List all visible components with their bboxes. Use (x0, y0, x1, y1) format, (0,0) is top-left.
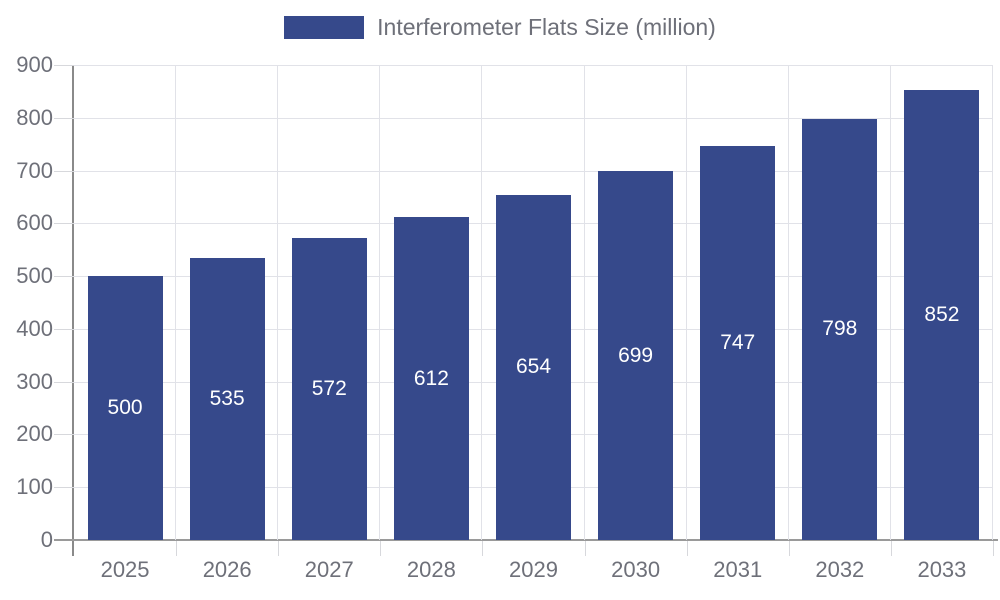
bar-value-label: 654 (515, 355, 552, 379)
x-axis-label: 2030 (611, 557, 661, 582)
y-axis-label: 900 (16, 52, 53, 77)
x-axis-tick (993, 541, 994, 556)
x-axis-label: 2032 (815, 557, 865, 582)
y-axis-tick (54, 487, 74, 489)
y-axis-label: 800 (16, 104, 53, 130)
bar-2028[interactable]: 612 (393, 217, 469, 540)
bar-value-label: 612 (413, 366, 449, 390)
x-axis-tick (687, 541, 688, 556)
bar-value-label: 535 (209, 386, 245, 410)
bar-2031[interactable]: 747 (700, 145, 776, 540)
bar-value-label: 572 (311, 377, 347, 401)
y-axis-label: 300 (16, 368, 53, 394)
gridline-vertical (788, 65, 789, 540)
y-axis-tick (54, 117, 74, 119)
x-axis-label: 2028 (406, 557, 456, 582)
legend-swatch-icon (284, 16, 365, 39)
y-axis-tick (54, 223, 74, 225)
y-axis-label: 0 (40, 527, 53, 552)
x-axis-tick (585, 541, 586, 556)
bar-2033[interactable]: 852 (904, 90, 980, 540)
y-axis-tick (54, 381, 74, 383)
gridline-horizontal (74, 65, 993, 66)
gridline-vertical (379, 65, 380, 540)
bar-2030[interactable]: 699 (598, 171, 674, 540)
legend: Interferometer Flats Size (million) (0, 16, 1000, 39)
y-axis-label: 500 (16, 263, 53, 289)
bar-value-label: 798 (822, 317, 858, 341)
bar-value-label: 852 (924, 303, 960, 327)
y-axis-tick (54, 539, 74, 541)
y-axis-tick (54, 276, 74, 278)
y-axis-tick (54, 65, 74, 66)
x-axis-tick (278, 541, 279, 556)
bar-value-label: 747 (720, 330, 756, 354)
y-axis-label: 400 (16, 315, 53, 341)
bar-value-label: 699 (618, 343, 654, 367)
x-axis-label: 2033 (917, 557, 967, 582)
bar-2027[interactable]: 572 (291, 238, 367, 540)
bar-value-label: 500 (107, 396, 143, 420)
x-axis-label: 2031 (713, 557, 763, 582)
y-axis-tick (54, 434, 74, 436)
x-axis-label: 2026 (202, 557, 252, 582)
gridline-horizontal (74, 170, 993, 172)
y-axis-label: 700 (16, 157, 53, 183)
gridline-vertical (481, 65, 482, 540)
x-axis-tick (176, 541, 177, 556)
bar-2026[interactable]: 535 (189, 257, 265, 540)
gridline-vertical (175, 65, 176, 540)
x-axis-tick (380, 541, 381, 556)
x-axis-label: 2029 (509, 557, 558, 582)
y-axis-label: 100 (16, 474, 53, 500)
x-axis-line (72, 539, 998, 541)
gridline-horizontal (74, 117, 993, 119)
gridline-vertical (890, 65, 891, 540)
x-axis-tick (789, 541, 790, 556)
legend-item[interactable]: Interferometer Flats Size (million) (284, 16, 716, 39)
y-axis-label: 200 (16, 421, 53, 447)
legend-label: Interferometer Flats Size (million) (377, 14, 716, 40)
y-axis-tick (54, 328, 74, 330)
bar-2025[interactable]: 500 (87, 276, 163, 540)
gridline-vertical (584, 65, 585, 540)
x-axis-label: 2025 (100, 557, 150, 582)
y-axis-label: 600 (16, 210, 53, 236)
plot-area: 500 535 572 612 654 699 747 798 852 (74, 65, 993, 540)
y-axis-line (72, 65, 74, 556)
x-axis-label: 2027 (304, 557, 354, 582)
x-axis-tick (891, 541, 892, 556)
gridline-vertical (992, 65, 993, 540)
gridline-vertical (686, 65, 687, 540)
bar-2029[interactable]: 654 (496, 194, 571, 540)
x-axis-tick (482, 541, 483, 556)
gridline-vertical (277, 65, 278, 540)
y-axis-tick (54, 170, 74, 172)
bar-2032[interactable]: 798 (802, 118, 878, 540)
